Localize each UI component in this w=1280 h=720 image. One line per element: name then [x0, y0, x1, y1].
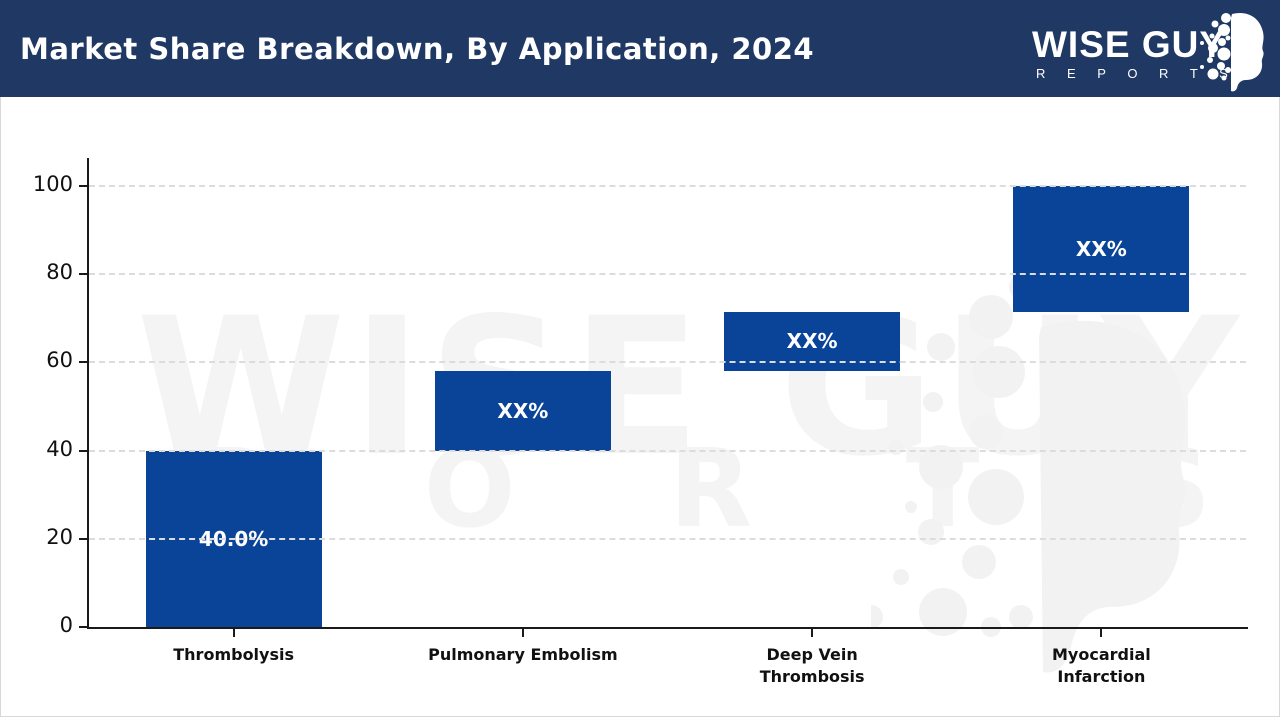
- page-title: Market Share Breakdown, By Application, …: [20, 31, 815, 66]
- gridline: [89, 361, 1246, 364]
- y-tick-mark: [79, 185, 89, 187]
- x-tick-mark: [811, 629, 814, 637]
- gridline: [89, 537, 1246, 540]
- x-tick-mark: [521, 629, 524, 637]
- y-tick-mark: [79, 537, 89, 540]
- brand-subtext: R E P O R T S: [1036, 66, 1237, 81]
- bar-value-label: XX%: [1075, 236, 1127, 261]
- x-tick-mark: [1100, 629, 1103, 637]
- gridline: [89, 449, 1246, 452]
- brand-wordmark: WISE GUY: [1032, 24, 1226, 65]
- bar-value-label: XX%: [786, 329, 838, 354]
- y-tick-label: 100: [32, 172, 73, 196]
- chart-canvas: WISE GUY P O R T S 0 20 40 60 80 100 40.0% Thro…: [0, 97, 1280, 717]
- x-tick-label: Pulmonary Embolism: [428, 645, 618, 664]
- y-tick-label: 80: [46, 260, 73, 285]
- y-tick-mark: [79, 361, 89, 364]
- bar: XX%: [724, 311, 901, 372]
- brand-logo: WISE GUY R E P O R T S: [1006, 6, 1266, 92]
- gridline: [89, 185, 1246, 187]
- x-axis-line: [87, 627, 1248, 629]
- y-tick-mark: [79, 449, 89, 452]
- y-tick-mark: [79, 626, 89, 628]
- gridline: [89, 273, 1246, 276]
- x-tick-label: Myocardial Infarction: [1052, 645, 1151, 686]
- y-tick-label: 20: [46, 524, 73, 549]
- y-axis-line: [87, 158, 89, 629]
- bar-value-label: XX%: [497, 398, 549, 423]
- bar: XX%: [1013, 186, 1190, 312]
- y-tick-mark: [79, 273, 89, 276]
- plot-area: 0 20 40 60 80 100 40.0% Thrombolysis XX% Pulmonar…: [33, 158, 1248, 700]
- y-tick-label: 60: [46, 348, 73, 373]
- y-tick-label: 0: [59, 613, 73, 637]
- brand-face-icon: [1200, 12, 1264, 92]
- x-tick-label: Deep Vein Thrombosis: [759, 645, 865, 686]
- header: Market Share Breakdown, By Application, …: [0, 0, 1280, 97]
- watermark-face-icon: [871, 275, 1186, 673]
- bar: XX%: [434, 371, 611, 451]
- y-tick-label: 40: [46, 436, 73, 461]
- x-tick-mark: [232, 629, 235, 637]
- x-tick-label: Thrombolysis: [173, 645, 294, 664]
